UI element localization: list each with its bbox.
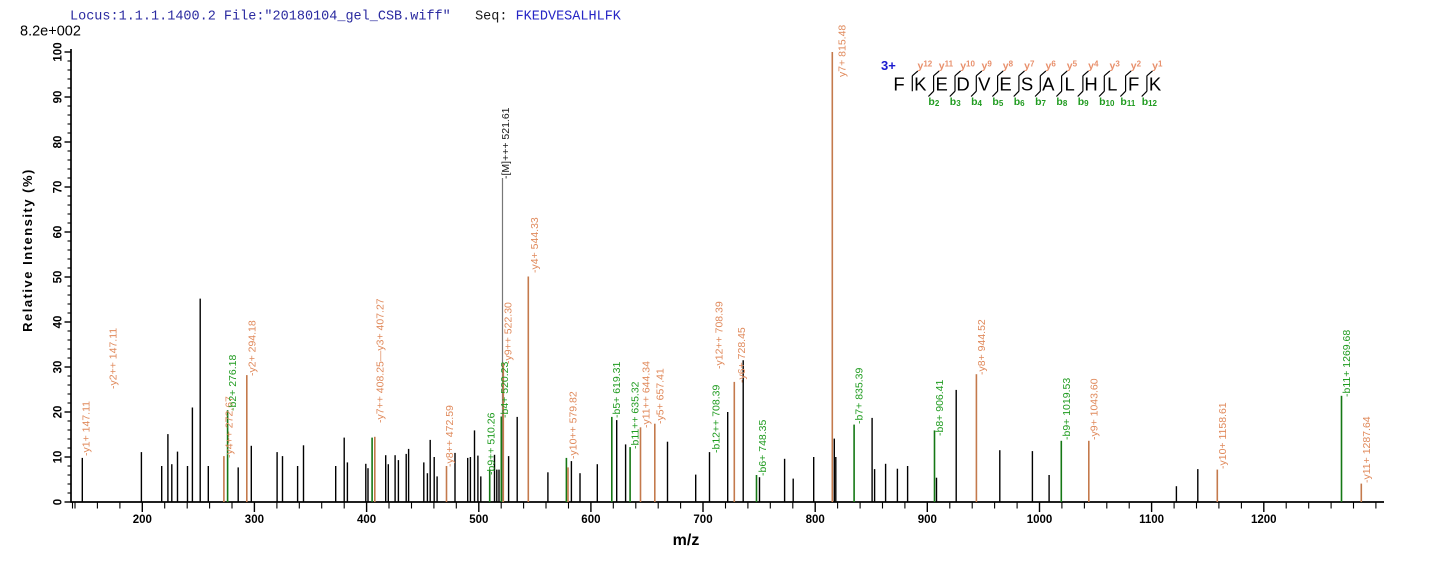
svg-text:600: 600 xyxy=(581,514,600,526)
svg-text:-y1+ 147.11: -y1+ 147.11 xyxy=(81,401,93,456)
svg-text:-b8+ 906.41: -b8+ 906.41 xyxy=(934,379,946,436)
svg-text:80: 80 xyxy=(53,136,65,149)
svg-text:200: 200 xyxy=(133,514,152,526)
svg-text:b8: b8 xyxy=(1056,96,1067,108)
svg-text:20: 20 xyxy=(53,406,65,419)
svg-text:-y10+ 1158.61: -y10+ 1158.61 xyxy=(1217,402,1229,469)
svg-text:-y10++ 579.82: -y10++ 579.82 xyxy=(568,391,580,459)
svg-text:-y11+ 1287.64: -y11+ 1287.64 xyxy=(1361,416,1373,483)
svg-text:800: 800 xyxy=(806,514,825,526)
svg-text:-y12++ 708.39: -y12++ 708.39 xyxy=(714,301,726,369)
svg-text:900: 900 xyxy=(918,514,937,526)
svg-text:F: F xyxy=(893,74,904,95)
svg-text:-y4+ 544.33: -y4+ 544.33 xyxy=(529,217,541,273)
svg-text:L: L xyxy=(1064,74,1074,95)
svg-text:-b9+ 1019.53: -b9+ 1019.53 xyxy=(1061,378,1073,440)
svg-text:b6: b6 xyxy=(1014,96,1025,108)
svg-text:y1: y1 xyxy=(1152,60,1163,73)
svg-text:b9: b9 xyxy=(1078,96,1089,108)
svg-text:700: 700 xyxy=(693,514,712,526)
svg-text:-b6+ 748.35: -b6+ 748.35 xyxy=(757,419,769,476)
svg-text:m/z: m/z xyxy=(673,532,700,549)
svg-text:b3: b3 xyxy=(950,96,961,108)
svg-text:E: E xyxy=(999,74,1011,95)
svg-text:-y8++ 472.59: -y8++ 472.59 xyxy=(444,405,456,467)
svg-text:y7: y7 xyxy=(1024,60,1035,73)
svg-text:Relative Intensity (%): Relative Intensity (%) xyxy=(20,168,35,332)
svg-text:b4: b4 xyxy=(971,96,982,108)
svg-text:-b4+ 520.23: -b4+ 520.23 xyxy=(499,361,511,418)
svg-text:b12: b12 xyxy=(1142,96,1158,108)
svg-text:1000: 1000 xyxy=(1027,514,1053,526)
svg-text:10: 10 xyxy=(53,451,65,464)
svg-text:y7+ 815.48: y7+ 815.48 xyxy=(837,25,849,77)
svg-text:Locus:1.1.1.1400.2 File:"20180: Locus:1.1.1.1400.2 File:"20180104_gel_CS… xyxy=(70,9,622,24)
svg-text:-y8+ 944.52: -y8+ 944.52 xyxy=(976,319,988,375)
svg-text:-b12++ 708.39: -b12++ 708.39 xyxy=(710,385,722,453)
svg-text:A: A xyxy=(1042,74,1055,95)
svg-text:-y11++ 644.34: -y11++ 644.34 xyxy=(640,361,652,428)
svg-text:-y7++ 408.25—y3+ 407.27: -y7++ 408.25—y3+ 407.27 xyxy=(375,298,387,423)
svg-text:-y6+ 728.45: -y6+ 728.45 xyxy=(736,327,748,383)
svg-text:y8: y8 xyxy=(1003,60,1014,73)
svg-text:b2: b2 xyxy=(928,96,939,108)
svg-text:-y9++ 522.30: -y9++ 522.30 xyxy=(503,302,515,364)
svg-text:b11: b11 xyxy=(1120,96,1135,108)
svg-text:-b5+ 619.31: -b5+ 619.31 xyxy=(611,361,623,418)
svg-text:S: S xyxy=(1021,74,1033,95)
svg-text:-y5+ 657.41: -y5+ 657.41 xyxy=(655,368,667,424)
svg-text:-y9+ 1043.60: -y9+ 1043.60 xyxy=(1088,378,1100,440)
svg-text:b10: b10 xyxy=(1099,96,1115,108)
svg-text:1200: 1200 xyxy=(1251,514,1277,526)
svg-text:y6: y6 xyxy=(1046,60,1057,73)
svg-text:-b11+ 1269.68: -b11+ 1269.68 xyxy=(1341,330,1353,397)
svg-text:-y2+ 294.18: -y2+ 294.18 xyxy=(246,320,258,376)
svg-text:y5: y5 xyxy=(1067,60,1078,73)
svg-text:y2: y2 xyxy=(1131,60,1142,73)
svg-text:70: 70 xyxy=(53,181,65,194)
svg-text:-[M]+++ 521.61: -[M]+++ 521.61 xyxy=(500,107,512,179)
svg-text:D: D xyxy=(956,74,969,95)
svg-text:3+: 3+ xyxy=(881,58,896,73)
svg-text:b7: b7 xyxy=(1035,96,1046,108)
svg-text:V: V xyxy=(978,74,991,95)
svg-text:y9: y9 xyxy=(982,60,993,73)
svg-text:90: 90 xyxy=(53,91,65,104)
svg-text:-b9++ 510.26: -b9++ 510.26 xyxy=(486,412,498,475)
svg-text:8.2e+002: 8.2e+002 xyxy=(20,24,81,40)
svg-text:400: 400 xyxy=(357,514,376,526)
svg-text:-b2+ 276.18: -b2+ 276.18 xyxy=(227,354,239,411)
svg-text:F: F xyxy=(1128,74,1139,95)
svg-text:b5: b5 xyxy=(992,96,1003,108)
svg-text:60: 60 xyxy=(53,226,65,239)
svg-text:-y2++ 147.11: -y2++ 147.11 xyxy=(108,328,120,389)
svg-text:100: 100 xyxy=(53,42,65,61)
svg-text:40: 40 xyxy=(53,316,65,329)
svg-text:y4: y4 xyxy=(1088,60,1099,73)
svg-text:K: K xyxy=(914,74,927,95)
svg-text:-y4++ 272.67: -y4++ 272.67 xyxy=(224,396,236,458)
svg-text:-b7+ 835.39: -b7+ 835.39 xyxy=(854,367,866,424)
svg-text:0: 0 xyxy=(53,499,65,505)
svg-text:L: L xyxy=(1107,74,1117,95)
svg-text:50: 50 xyxy=(53,271,65,284)
svg-text:H: H xyxy=(1084,74,1097,95)
svg-text:500: 500 xyxy=(469,514,488,526)
svg-text:1100: 1100 xyxy=(1139,514,1164,526)
svg-text:K: K xyxy=(1149,74,1162,95)
svg-text:300: 300 xyxy=(245,514,264,526)
svg-text:30: 30 xyxy=(53,361,65,374)
svg-text:E: E xyxy=(936,74,948,95)
svg-text:-b11++ 635.32: -b11++ 635.32 xyxy=(630,381,642,449)
svg-text:y3: y3 xyxy=(1110,60,1121,73)
